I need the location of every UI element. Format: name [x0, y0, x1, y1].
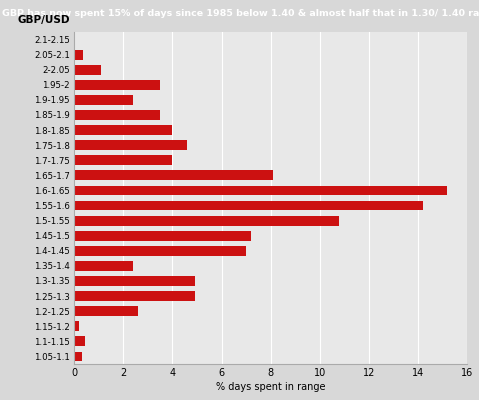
Bar — [74, 321, 79, 331]
Bar — [74, 110, 160, 120]
Bar — [74, 170, 273, 180]
Bar — [74, 35, 76, 44]
Bar — [74, 276, 194, 286]
Bar — [74, 261, 133, 271]
Bar — [74, 201, 423, 210]
Bar — [74, 65, 101, 75]
Bar — [74, 336, 85, 346]
Bar — [74, 155, 172, 165]
Bar — [74, 352, 81, 361]
Bar — [74, 50, 83, 60]
Text: GBP/USD: GBP/USD — [17, 15, 70, 25]
Bar — [74, 140, 187, 150]
Bar — [74, 80, 160, 90]
Text: The GBP has now spent 15% of days since 1985 below 1.40 & almost half that in 1.: The GBP has now spent 15% of days since … — [0, 8, 479, 18]
Bar — [74, 95, 133, 105]
Bar — [74, 246, 246, 256]
X-axis label: % days spent in range: % days spent in range — [216, 382, 325, 392]
Bar — [74, 186, 447, 195]
Bar — [74, 216, 339, 226]
Bar — [74, 231, 251, 241]
Bar — [74, 291, 194, 301]
Bar — [74, 125, 172, 135]
Bar — [74, 306, 138, 316]
